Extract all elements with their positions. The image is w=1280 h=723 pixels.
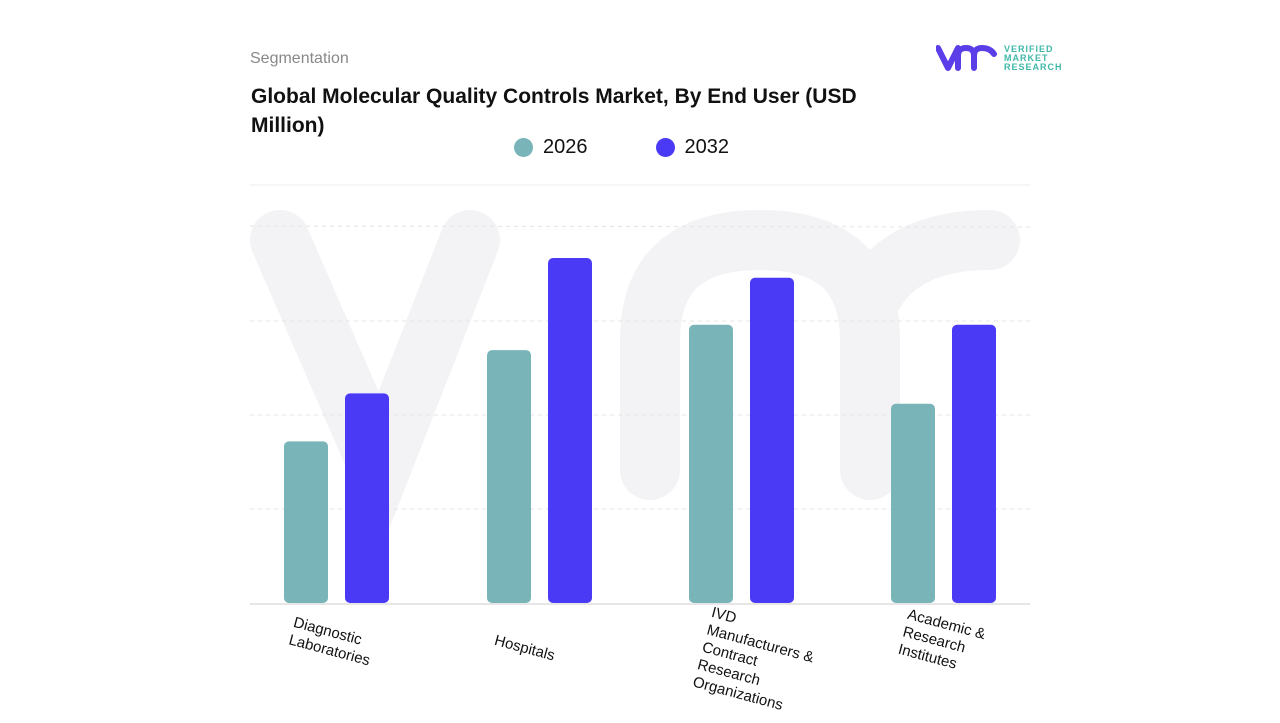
legend-swatch-2032 (655, 138, 675, 157)
legend-item-2026: 2026 (514, 136, 588, 159)
bar-2026-2 (689, 324, 733, 603)
gridline (249, 225, 1031, 228)
logo-text-1: VERIFIED (1004, 43, 1054, 54)
logo-text-2: MARKET (1004, 52, 1049, 63)
bar-2026-0 (284, 441, 328, 603)
legend-label-2032: 2032 (684, 136, 730, 158)
bar-2032-0 (345, 393, 389, 603)
legend-label-2026: 2026 (543, 136, 588, 158)
chart-title: Global Molecular Quality Controls Market… (251, 85, 857, 137)
bar-2032-3 (952, 324, 996, 603)
vmr-logo-mark (936, 45, 997, 71)
section-label: Segmentation (250, 50, 349, 67)
bar-2032-2 (750, 277, 794, 603)
bar-2026-3 (891, 403, 935, 603)
logo-text-3: RESEARCH (1004, 61, 1063, 72)
bar-2032-1 (548, 258, 592, 603)
legend-swatch-2026 (514, 138, 533, 157)
bar-2026-1 (487, 350, 531, 603)
legend: 2026 2032 (514, 136, 729, 159)
legend-item-2032: 2032 (655, 136, 730, 159)
vmr-logo: VERIFIED MARKET RESEARCH (936, 44, 1063, 72)
